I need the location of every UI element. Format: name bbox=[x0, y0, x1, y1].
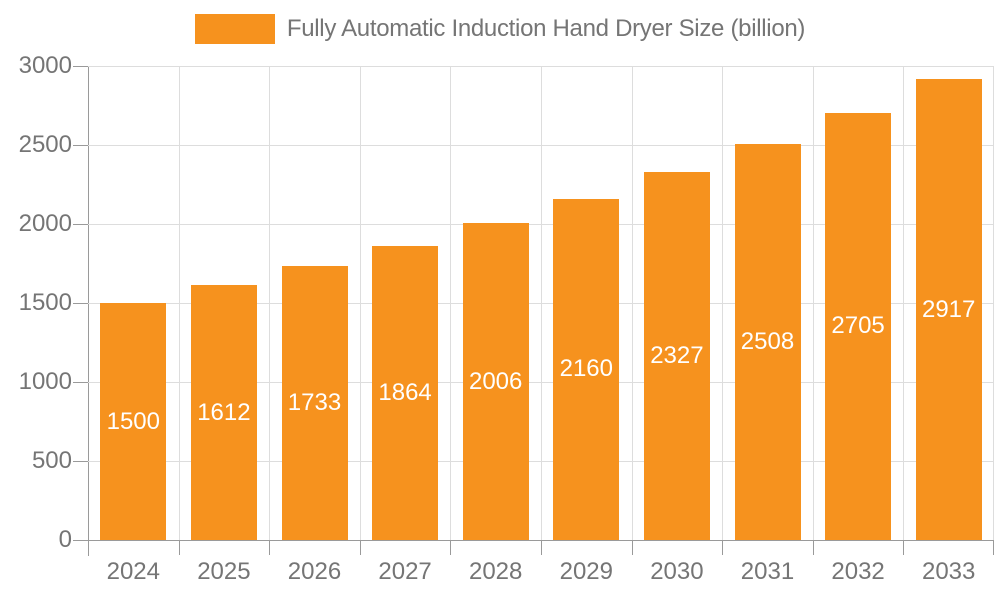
x-axis-tick-label: 2024 bbox=[106, 558, 160, 585]
x-axis-tick-label: 2030 bbox=[650, 558, 704, 585]
vertical-gridline bbox=[812, 66, 814, 540]
x-axis-tick bbox=[541, 540, 542, 555]
vertical-gridline bbox=[631, 66, 633, 540]
y-axis-tick bbox=[73, 540, 88, 541]
bar-2028: 2006 bbox=[462, 223, 529, 540]
x-axis-tick-label: 2025 bbox=[197, 558, 251, 585]
x-axis-tick-label: 2028 bbox=[468, 558, 523, 585]
y-axis-tick bbox=[73, 145, 88, 146]
x-axis-tick bbox=[903, 540, 905, 555]
x-axis-tick bbox=[359, 540, 361, 555]
bar-2025: 1612 bbox=[190, 285, 257, 540]
bar-2033: 2917 bbox=[915, 79, 982, 540]
bar-2030: 2327 bbox=[643, 172, 710, 540]
x-axis-tick bbox=[178, 540, 180, 555]
y-axis-tick bbox=[73, 382, 88, 383]
x-axis-tick bbox=[88, 540, 89, 555]
y-axis-tick bbox=[73, 461, 88, 462]
y-axis-line bbox=[88, 66, 89, 556]
vertical-gridline bbox=[178, 66, 180, 540]
bar-value-label: 2160 bbox=[559, 355, 613, 383]
y-axis-tick bbox=[73, 66, 88, 67]
vertical-gridline bbox=[269, 66, 271, 540]
vertical-gridline bbox=[541, 66, 542, 540]
bar-2026: 1733 bbox=[281, 266, 348, 540]
x-axis-tick-label: 2027 bbox=[378, 558, 432, 585]
vertical-gridline bbox=[722, 66, 724, 540]
x-axis-tick bbox=[812, 540, 814, 555]
x-axis-tick bbox=[993, 540, 994, 555]
legend-label: Fully Automatic Induction Hand Dryer Siz… bbox=[286, 15, 806, 42]
legend[interactable]: Fully Automatic Induction Hand Dryer Siz… bbox=[0, 14, 1000, 44]
bar-2032: 2705 bbox=[825, 112, 892, 540]
y-axis-tick-label: 0 bbox=[58, 526, 72, 553]
y-axis-tick-label: 500 bbox=[31, 447, 72, 474]
bar-2031: 2508 bbox=[734, 143, 801, 540]
vertical-gridline bbox=[993, 66, 994, 540]
vertical-gridline bbox=[450, 66, 452, 540]
bar-value-label: 2327 bbox=[650, 342, 704, 370]
x-axis-line bbox=[87, 540, 994, 541]
bar-value-label: 2006 bbox=[468, 367, 523, 395]
y-axis-tick bbox=[73, 303, 88, 304]
bar-2027: 1864 bbox=[372, 245, 439, 540]
vertical-gridline bbox=[359, 66, 361, 540]
x-axis-tick bbox=[722, 540, 724, 555]
plot-area: 0 500 1000 1500 2000 2500 3000 1500 2024 1612 2025… bbox=[19, 54, 994, 585]
x-axis-tick-label: 2032 bbox=[831, 558, 885, 585]
y-axis-tick-label: 1500 bbox=[18, 289, 72, 316]
x-axis-tick bbox=[450, 540, 452, 555]
x-axis-tick-label: 2031 bbox=[740, 558, 795, 585]
y-axis-tick-label: 1000 bbox=[18, 368, 72, 395]
x-axis-tick-label: 2033 bbox=[921, 558, 976, 585]
bar-2024: 1500 bbox=[100, 303, 167, 540]
x-axis-tick bbox=[269, 540, 271, 555]
bar-2029: 2160 bbox=[553, 198, 620, 540]
y-axis-tick-label: 2500 bbox=[18, 131, 72, 158]
bar-value-label: 2508 bbox=[740, 327, 795, 355]
legend-swatch bbox=[194, 14, 275, 44]
vertical-gridline bbox=[903, 66, 905, 540]
bar-value-label: 1612 bbox=[197, 398, 251, 426]
bar-value-label: 2917 bbox=[921, 295, 976, 323]
bar-value-label: 2705 bbox=[831, 312, 885, 340]
bar-value-label: 1733 bbox=[287, 389, 342, 417]
y-axis-tick-label: 3000 bbox=[18, 52, 72, 79]
bar-value-label: 1500 bbox=[106, 407, 160, 435]
bar-value-label: 1864 bbox=[378, 378, 432, 406]
x-axis-tick bbox=[631, 540, 633, 555]
y-axis-tick-label: 2000 bbox=[18, 210, 72, 237]
x-axis-tick-label: 2029 bbox=[559, 558, 613, 585]
y-axis-tick bbox=[73, 224, 88, 225]
x-axis-tick-label: 2026 bbox=[287, 558, 342, 585]
